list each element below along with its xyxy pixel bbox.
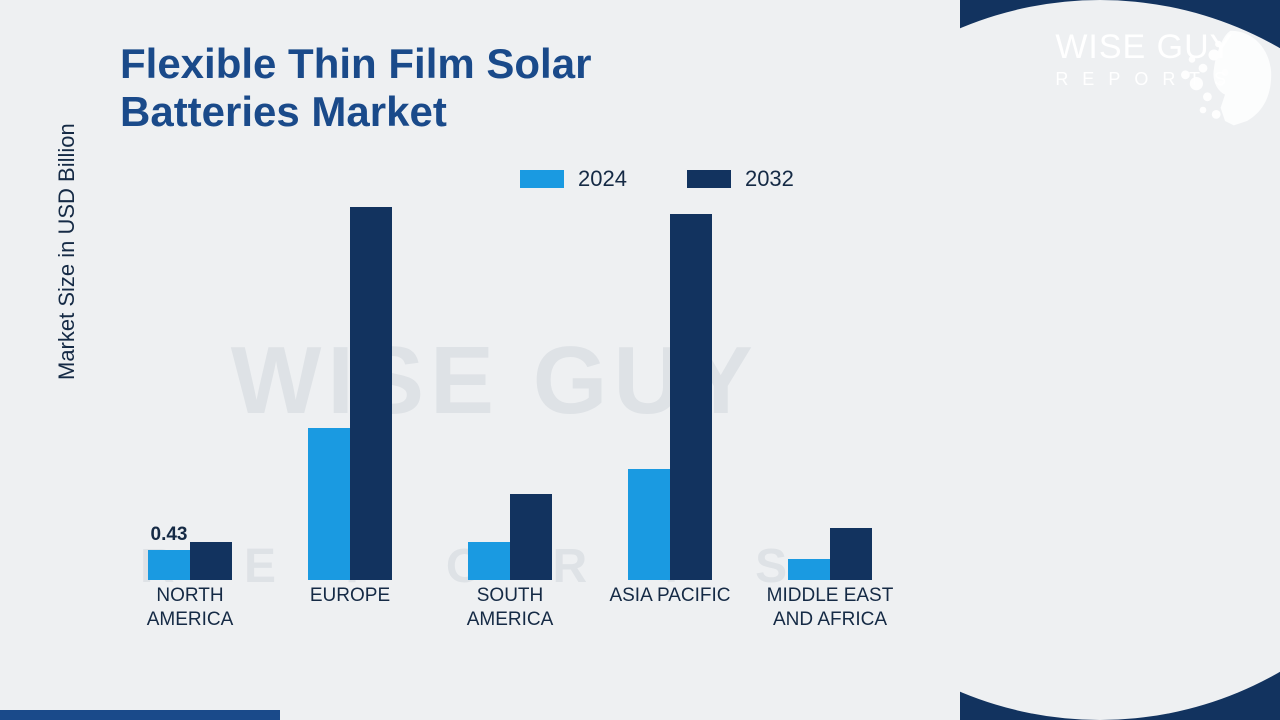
plot-area: 0.43 [120,200,900,580]
bar-2024 [788,559,830,580]
x-axis-label: ASIA PACIFIC [600,584,740,608]
bar-2024 [148,550,190,580]
x-axis-label: EUROPE [280,584,420,608]
x-axis-label: NORTH AMERICA [120,584,260,632]
legend-swatch-2024 [520,170,564,188]
x-axis-label: SOUTH AMERICA [440,584,580,632]
legend: 2024 2032 [520,166,794,192]
bar-2032 [350,207,392,580]
bar-group [140,542,240,580]
bottom-accent-bar [0,710,280,720]
bar-group [780,528,880,580]
bar-value-label: 0.43 [151,524,188,546]
bar-2024 [468,542,510,580]
bar-group [300,207,400,580]
bar-2032 [830,528,872,580]
bar-2032 [510,494,552,580]
brand-logo: WISE GUY REPORTS [1055,28,1240,90]
legend-item-2032: 2032 [687,166,794,192]
x-axis-label: MIDDLE EAST AND AFRICA [760,584,900,632]
chart-title: Flexible Thin Film Solar Batteries Marke… [120,40,760,137]
bar-2024 [308,428,350,580]
x-axis-labels: NORTH AMERICA EUROPE SOUTH AMERICA ASIA PAC… [120,584,900,704]
legend-label-2032: 2032 [745,166,794,192]
bar-2032 [190,542,232,580]
legend-item-2024: 2024 [520,166,627,192]
brand-logo-sub: REPORTS [1055,69,1240,90]
bar-2024 [628,469,670,580]
bar-group [460,494,560,580]
bar-2032 [670,214,712,580]
brand-logo-main: WISE GUY [1055,28,1233,66]
legend-label-2024: 2024 [578,166,627,192]
chart-canvas: WISE GUY R E P O R T S Flexible Thin Fil… [0,0,1280,720]
bar-group [620,214,720,580]
y-axis-label: Market Size in USD Billion [54,123,80,380]
legend-swatch-2032 [687,170,731,188]
